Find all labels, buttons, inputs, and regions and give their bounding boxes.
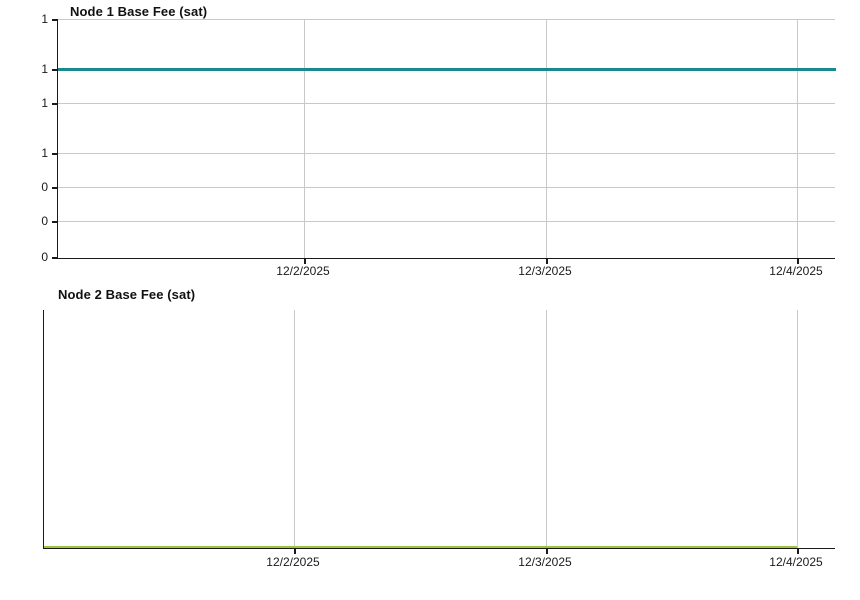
- y-axis-label: 0: [41, 214, 48, 228]
- gridline-vertical: [304, 19, 305, 258]
- x-axis-tick: [294, 548, 296, 554]
- chart-panel-node-2: Node 2 Base Fee (sat) 12/2/2025 12/3/202…: [0, 282, 860, 600]
- gridline-horizontal: [58, 187, 835, 188]
- gridline-vertical: [546, 19, 547, 258]
- x-axis-label: 12/2/2025: [276, 264, 330, 278]
- gridline-vertical: [546, 310, 547, 548]
- gridline-horizontal: [58, 153, 835, 154]
- y-axis-tick: [52, 187, 58, 189]
- x-axis-label: 12/2/2025: [266, 555, 320, 569]
- y-axis-tick: [52, 221, 58, 223]
- x-axis-tick: [546, 548, 548, 554]
- y-axis-label: 1: [41, 12, 48, 26]
- series-line-node-2-base-fee: [44, 546, 797, 549]
- y-axis-label: 1: [41, 96, 48, 110]
- x-axis-label: 12/4/2025: [769, 264, 823, 278]
- gridline-horizontal: [58, 19, 835, 20]
- gridline-horizontal: [58, 221, 835, 222]
- gridline-horizontal: [58, 103, 835, 104]
- y-axis-tick: [52, 19, 58, 21]
- x-axis-tick: [304, 258, 306, 264]
- x-axis-tick: [546, 258, 548, 264]
- y-axis-tick: [52, 257, 58, 259]
- chart-title-node-1: Node 1 Base Fee (sat): [70, 4, 208, 19]
- x-axis-label: 12/3/2025: [518, 264, 572, 278]
- x-axis-tick: [797, 548, 799, 554]
- plot-area-node-1: 1 1 1 1 0 0 0: [41, 13, 836, 264]
- series-line-node-1-base-fee: [58, 68, 836, 71]
- y-axis-label: 1: [41, 146, 48, 160]
- x-axis-tick: [797, 258, 799, 264]
- y-axis-tick: [52, 153, 58, 155]
- plot-area-node-2: [43, 310, 835, 554]
- gridline-vertical: [797, 19, 798, 258]
- chart-title-node-2: Node 2 Base Fee (sat): [58, 287, 196, 302]
- gridline-vertical: [797, 310, 798, 548]
- x-axis-label: 12/4/2025: [769, 555, 823, 569]
- y-axis-tick: [52, 69, 58, 71]
- y-axis-tick: [52, 103, 58, 105]
- y-axis-label: 0: [41, 180, 48, 194]
- y-axis-label: 0: [41, 250, 48, 264]
- y-axis-label: 1: [41, 62, 48, 76]
- gridline-vertical: [294, 310, 295, 548]
- chart-panel-node-1: Node 1 Base Fee (sat) 1 1 1 1 0 0 0: [0, 0, 860, 282]
- x-axis-label: 12/3/2025: [518, 555, 572, 569]
